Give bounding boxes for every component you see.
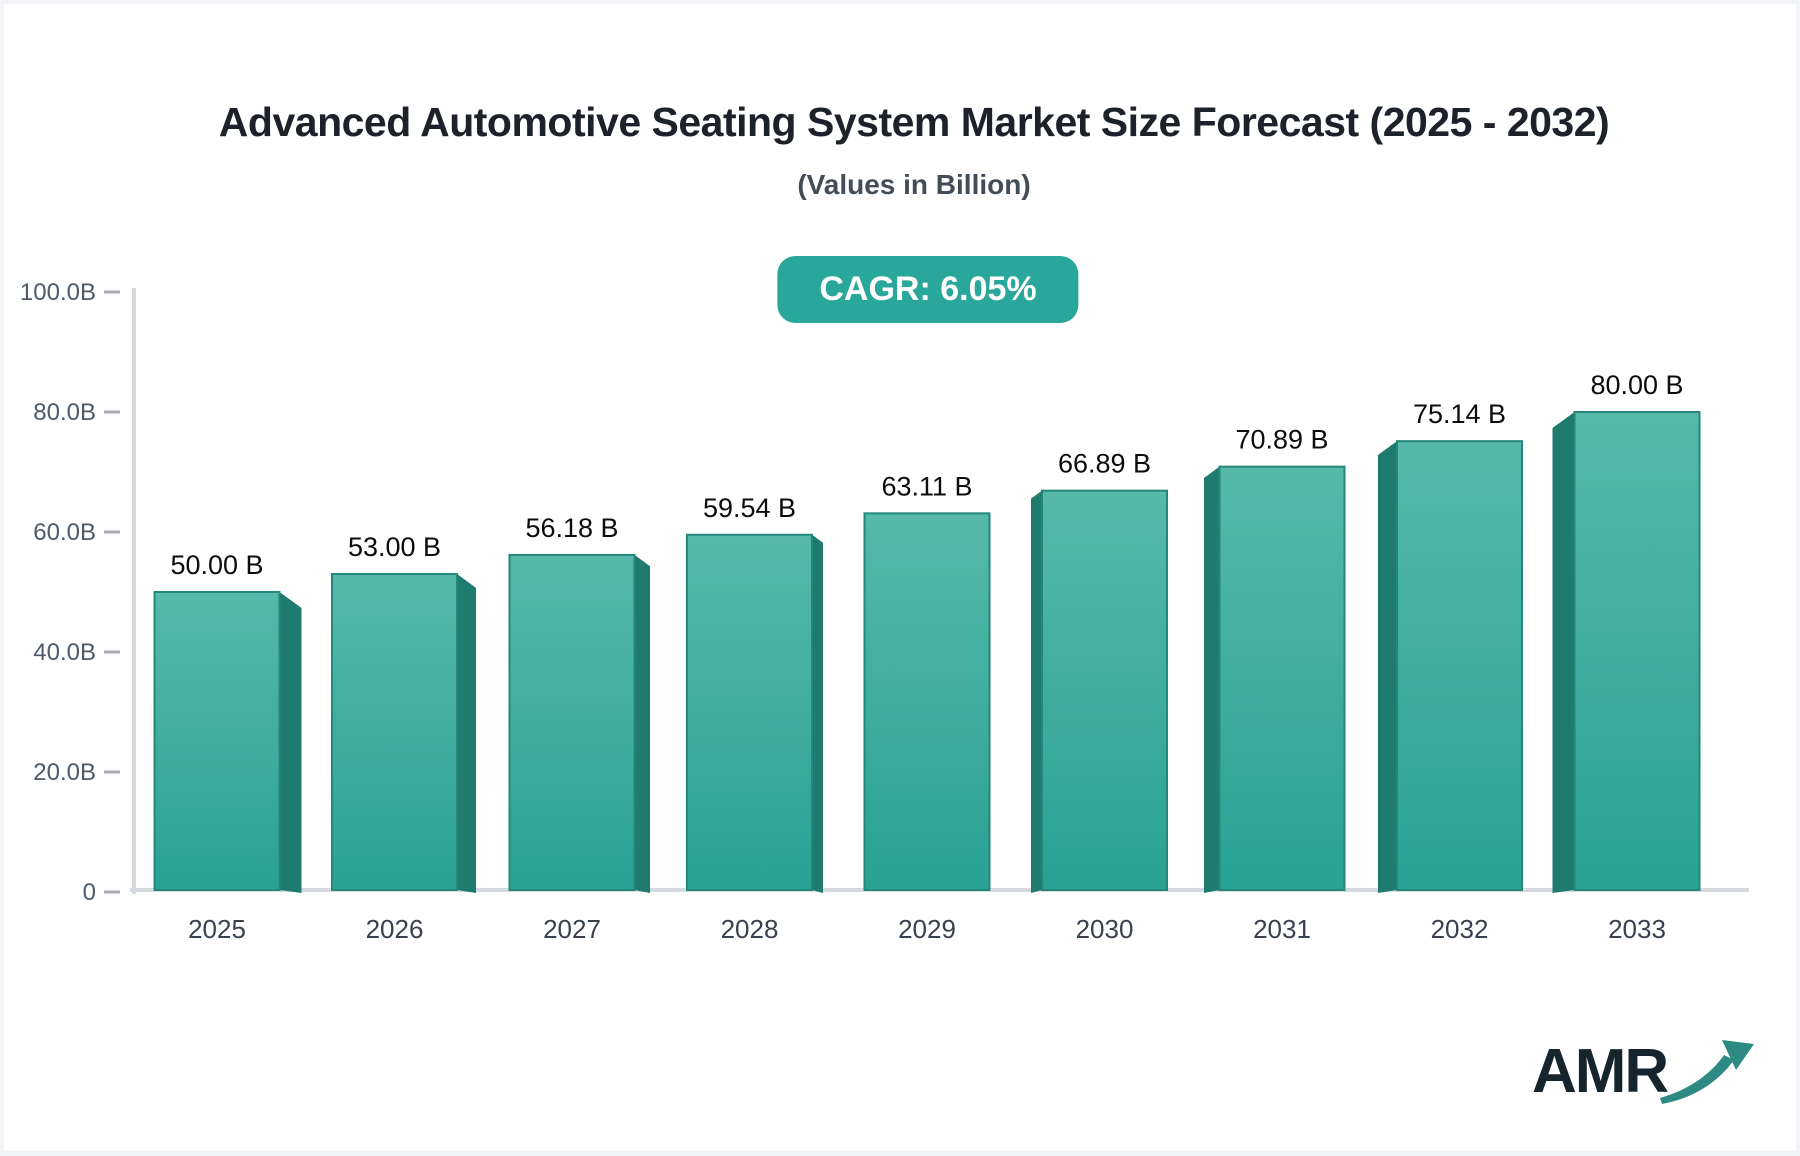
x-category-label: 2028: [721, 914, 779, 944]
bar-group: 75.14 B 2032: [1377, 399, 1523, 944]
bar-value-label: 56.18 B: [525, 513, 618, 543]
x-category-label: 2031: [1253, 914, 1311, 944]
bar-value-label: 59.54 B: [703, 493, 796, 523]
bar-group: 53.00 B 2026: [331, 532, 477, 944]
x-category-label: 2030: [1076, 914, 1134, 944]
growth-arrow-icon: [1660, 1040, 1754, 1104]
amr-logo-text: AMR: [1532, 1037, 1669, 1106]
bar-value-label: 63.11 B: [881, 471, 972, 501]
bar: [508, 553, 636, 891]
bar: [1041, 489, 1168, 891]
bar: [153, 591, 281, 891]
bar-value-label: 66.89 B: [1058, 449, 1151, 479]
chart-subtitle: (Values in Billion): [797, 169, 1031, 200]
bar: [1396, 440, 1523, 891]
y-tick-label: 40.0B: [33, 639, 96, 666]
bar-side-3d: [1377, 441, 1397, 893]
bar: [1573, 411, 1701, 891]
bar-side-3d: [812, 534, 823, 893]
bar-side-3d: [1031, 490, 1042, 893]
y-tick-label: 60.0B: [33, 519, 96, 546]
bar-side-3d: [1203, 466, 1220, 893]
bar: [686, 533, 813, 891]
bar: [1218, 465, 1346, 891]
bar-value-label: 70.89 B: [1235, 425, 1328, 455]
y-tick-label: 0: [83, 879, 96, 906]
bar-value-label: 50.00 B: [170, 550, 263, 580]
arrow-head: [1722, 1040, 1754, 1070]
bar: [863, 512, 991, 891]
bar-side-3d: [1552, 412, 1575, 893]
arrow-swoosh: [1660, 1055, 1734, 1104]
bar-group: 50.00 B 2025: [153, 550, 302, 944]
bar-side-3d: [634, 554, 651, 893]
bar-group: 56.18 B 2027: [508, 513, 651, 944]
bar-group: 63.11 B 2029: [863, 471, 991, 944]
cagr-badge: CAGR: 6.05%: [777, 256, 1079, 323]
bar-group: 59.54 B 2028: [686, 493, 823, 944]
bar-side-3d: [279, 592, 302, 893]
bar-value-label: 80.00 B: [1590, 370, 1683, 400]
chart-title: Advanced Automotive Seating System Marke…: [218, 99, 1610, 145]
x-category-label: 2029: [898, 914, 956, 944]
y-tick-label: 100.0B: [20, 279, 96, 306]
bar-value-label: 53.00 B: [348, 532, 441, 562]
bar-value-label: 75.14 B: [1413, 399, 1506, 429]
x-category-label: 2033: [1608, 914, 1666, 944]
bar-chart: 100.0B 80.0B 60.0B 40.0B 20.0B 0 50.00 B 2025 53…: [20, 279, 1749, 944]
x-category-label: 2032: [1431, 914, 1489, 944]
amr-logo: AMR: [1532, 1036, 1772, 1126]
bar: [331, 573, 458, 891]
bar-group: 70.89 B 2031: [1203, 425, 1346, 944]
x-category-label: 2026: [366, 914, 424, 944]
y-tick-label: 20.0B: [33, 759, 96, 786]
bar-side-3d: [457, 574, 477, 893]
bar-group: 80.00 B 2033: [1552, 370, 1701, 944]
x-category-label: 2025: [188, 914, 246, 944]
bar-group: 66.89 B 2030: [1031, 449, 1168, 944]
y-tick-label: 80.0B: [33, 399, 96, 426]
x-category-label: 2027: [543, 914, 601, 944]
chart-card: Advanced Automotive Seating System Marke…: [4, 4, 1796, 1151]
